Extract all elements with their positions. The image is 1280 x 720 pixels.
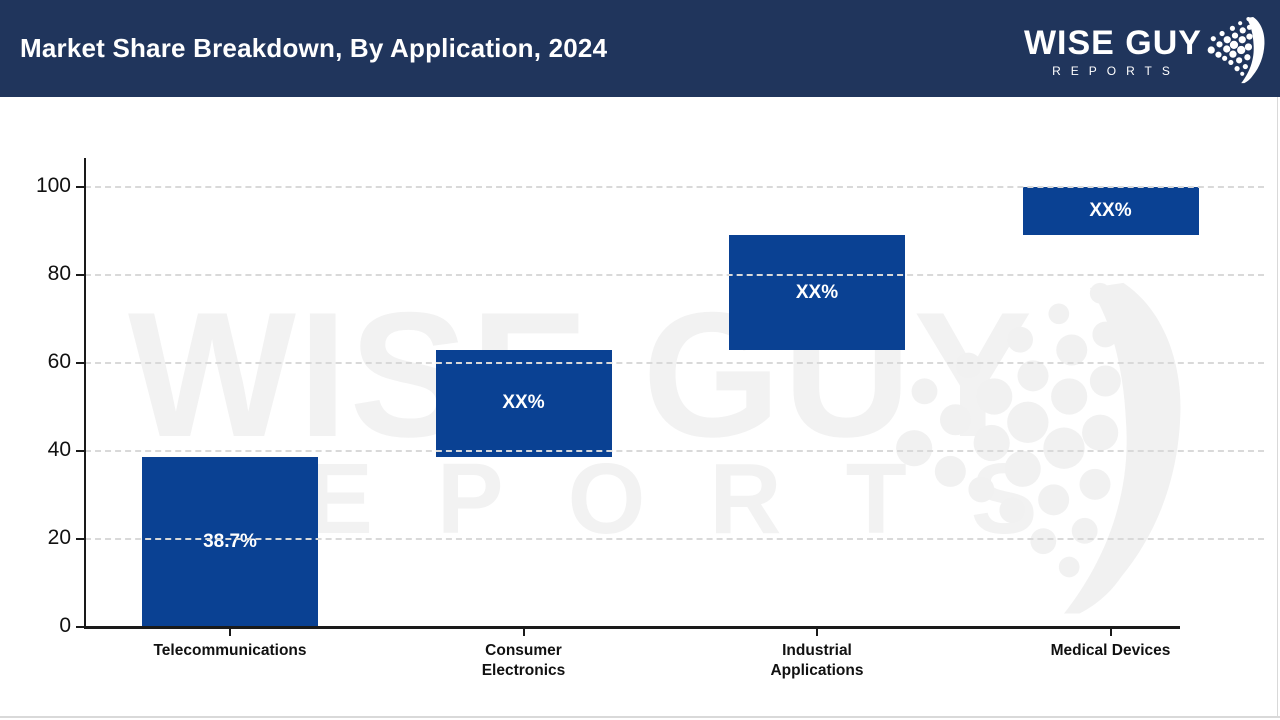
y-tick-label-80: 80 xyxy=(47,262,71,285)
y-tick-label-0: 0 xyxy=(59,614,71,637)
logo-wise-guy-text: WISE GUY xyxy=(1023,23,1202,62)
bar-telecommunications: 38.7% xyxy=(142,456,318,627)
x-tick-2 xyxy=(816,629,818,636)
y-tick-100 xyxy=(76,186,84,188)
logo-head-icon xyxy=(1204,12,1266,86)
chart-title: Market Share Breakdown, By Application, … xyxy=(20,33,608,63)
wise-guy-reports-logo: WISE GUY REPORTS xyxy=(1024,0,1266,97)
y-tick-40 xyxy=(76,450,84,452)
y-tick-label-100: 100 xyxy=(35,174,71,197)
y-tick-label-40: 40 xyxy=(47,438,71,461)
bar-value-label: 38.7% xyxy=(203,530,257,552)
header-banner: Market Share Breakdown, By Application, … xyxy=(0,0,1280,97)
y-tick-80 xyxy=(76,274,84,276)
category-label-2: Industrial Applications xyxy=(770,642,864,680)
frame-bottom-line xyxy=(0,716,1280,718)
bar-value-label: XX% xyxy=(795,281,839,303)
logo-text: WISE GUY REPORTS xyxy=(1024,24,1202,78)
bar-medical-devices: XX% xyxy=(1022,187,1199,236)
gridline-20 xyxy=(85,538,1264,540)
y-tick-label-60: 60 xyxy=(47,350,71,373)
frame-right-line xyxy=(1277,97,1278,717)
gridline-80 xyxy=(85,274,1264,276)
bar-value-label: XX% xyxy=(502,392,545,414)
y-tick-20 xyxy=(76,538,84,540)
category-label-1: Consumer Electronics xyxy=(481,642,566,680)
y-tick-60 xyxy=(76,362,84,364)
y-axis-line xyxy=(84,158,86,628)
bar-value-label: XX% xyxy=(1089,200,1132,222)
x-tick-3 xyxy=(1109,629,1112,636)
x-tick-0 xyxy=(229,629,231,636)
y-tick-0 xyxy=(76,626,84,628)
gridline-60 xyxy=(85,362,1264,364)
gridline-40 xyxy=(85,450,1264,452)
gridline-100 xyxy=(85,186,1264,188)
category-label-0: Telecommunications xyxy=(153,642,307,659)
x-tick-1 xyxy=(522,629,525,636)
y-tick-label-20: 20 xyxy=(47,526,71,549)
logo-reports-text: REPORTS xyxy=(1052,63,1180,78)
bar-consumer-electronics: XX% xyxy=(435,349,612,457)
category-label-3: Medical Devices xyxy=(1050,642,1171,659)
x-axis-line xyxy=(84,626,1180,629)
bar-industrial-applications: XX% xyxy=(729,235,905,350)
